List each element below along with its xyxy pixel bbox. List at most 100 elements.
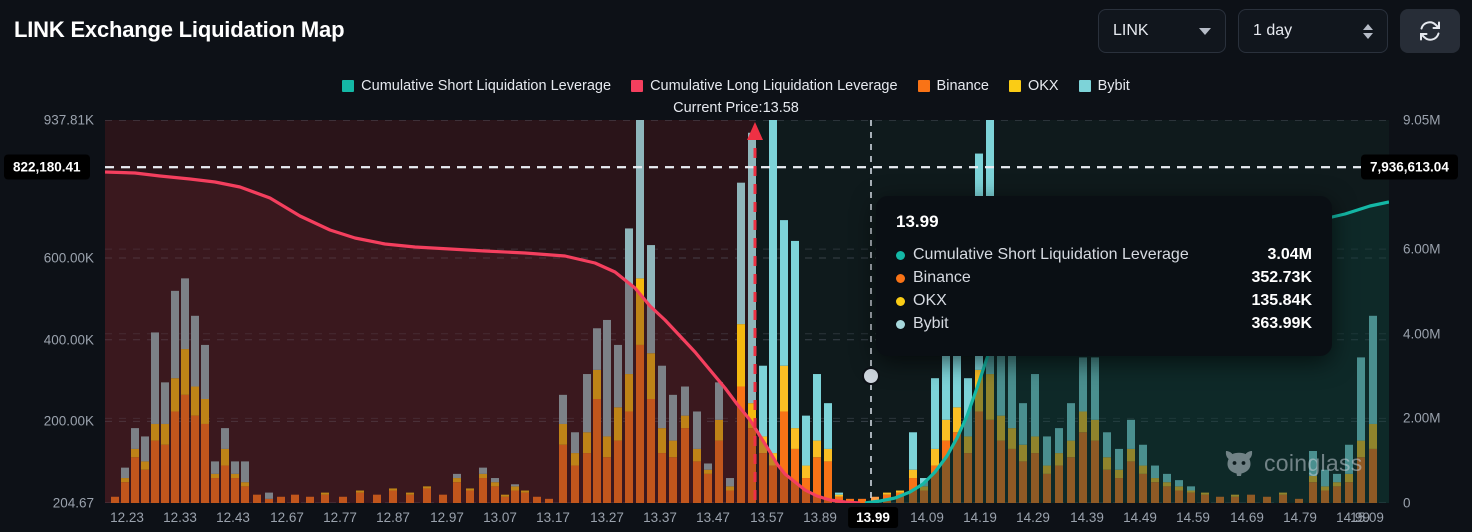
bar-segment-bybit[interactable] [658,365,666,429]
bar-segment-bybit[interactable] [241,461,249,483]
bar-segment-okx[interactable] [479,473,487,479]
bar-segment-okx[interactable] [181,349,189,395]
bar-segment-bybit[interactable] [171,290,179,379]
bar-segment-bybit[interactable] [453,473,461,479]
bar-segment-bybit[interactable] [201,344,209,399]
bar-segment-okx[interactable] [1151,478,1159,483]
bar-segment-binance[interactable] [306,496,314,503]
bar-segment-binance[interactable] [533,496,541,503]
bar-segment-okx[interactable] [1019,444,1027,462]
bar-segment-okx[interactable] [1345,473,1353,483]
bar-segment-okx[interactable] [780,365,788,412]
bar-segment-okx[interactable] [759,436,767,454]
bar-segment-bybit[interactable] [614,344,622,408]
bar-segment-binance[interactable] [614,440,622,503]
bar-segment-okx[interactable] [423,486,431,489]
bar-segment-bybit[interactable] [1043,436,1051,466]
legend-item-binance[interactable]: Binance [917,78,989,94]
bar-segment-binance[interactable] [253,494,261,503]
bar-segment-binance[interactable] [1019,461,1027,503]
bar-segment-okx[interactable] [647,353,655,399]
bar-segment-okx[interactable] [1369,423,1377,449]
bar-segment-binance[interactable] [813,457,821,503]
bar-segment-okx[interactable] [964,436,972,454]
bar-segment-bybit[interactable] [1151,465,1159,479]
bar-segment-okx[interactable] [909,469,917,479]
bar-segment-bybit[interactable] [964,378,972,437]
bar-segment-binance[interactable] [715,440,723,503]
stepper-down-icon[interactable] [1363,32,1373,39]
bar-segment-okx[interactable] [583,432,591,454]
bar-segment-bybit[interactable] [1031,374,1039,437]
bar-segment-bybit[interactable] [1345,444,1353,474]
bar-segment-binance[interactable] [1091,440,1099,503]
bar-segment-bybit[interactable] [813,374,821,441]
bar-segment-okx[interactable] [1079,411,1087,433]
bar-segment-okx[interactable] [466,488,474,491]
legend-item-cumulative-long-liquidation-leverage[interactable]: Cumulative Long Liquidation Leverage [631,78,898,94]
bar-segment-bybit[interactable] [726,478,734,487]
bar-segment-binance[interactable] [986,419,994,503]
bar-segment-binance[interactable] [1139,473,1147,503]
bar-segment-okx[interactable] [511,486,519,491]
bar-segment-okx[interactable] [141,461,149,470]
bar-segment-bybit[interactable] [1091,357,1099,420]
bar-segment-bybit[interactable] [221,428,229,449]
bar-segment-bybit[interactable] [669,394,677,441]
bar-segment-okx[interactable] [1279,492,1287,495]
legend-item-cumulative-short-liquidation-leverage[interactable]: Cumulative Short Liquidation Leverage [342,78,611,94]
bar-segment-bybit[interactable] [479,467,487,474]
bar-segment-binance[interactable] [501,496,509,503]
bar-segment-binance[interactable] [141,469,149,503]
bar-segment-binance[interactable] [1008,448,1016,503]
bar-segment-okx[interactable] [171,378,179,412]
bar-segment-okx[interactable] [211,473,219,479]
bar-segment-bybit[interactable] [1187,486,1195,491]
bar-segment-bybit[interactable] [780,220,788,366]
bar-segment-binance[interactable] [791,448,799,503]
bar-segment-binance[interactable] [1127,461,1135,503]
bar-segment-okx[interactable] [151,423,159,441]
bar-segment-bybit[interactable] [625,228,633,375]
bar-segment-okx[interactable] [521,490,529,493]
bar-segment-binance[interactable] [748,428,756,503]
bar-segment-bybit[interactable] [909,432,917,470]
bar-segment-okx[interactable] [1127,448,1135,462]
bar-segment-okx[interactable] [1333,482,1341,487]
bar-segment-bybit[interactable] [693,411,701,449]
bar-segment-okx[interactable] [1067,440,1075,458]
bar-segment-binance[interactable] [1357,457,1365,503]
bar-segment-binance[interactable] [997,440,1005,503]
bar-segment-binance[interactable] [593,399,601,503]
bar-segment-okx[interactable] [321,492,329,495]
bar-segment-binance[interactable] [975,411,983,503]
bar-segment-binance[interactable] [669,457,677,503]
bar-segment-okx[interactable] [726,486,734,491]
bar-segment-bybit[interactable] [715,382,723,420]
bar-segment-okx[interactable] [501,494,509,497]
bar-segment-binance[interactable] [265,498,273,503]
bar-segment-okx[interactable] [975,369,983,412]
bar-segment-okx[interactable] [1187,490,1195,493]
bar-segment-bybit[interactable] [1019,403,1027,445]
bar-segment-bybit[interactable] [1115,448,1123,470]
bar-segment-binance[interactable] [583,453,591,503]
bar-segment-binance[interactable] [603,457,611,503]
bar-segment-okx[interactable] [636,278,644,345]
bar-segment-binance[interactable] [1201,494,1209,503]
bar-segment-okx[interactable] [593,369,601,399]
bar-segment-binance[interactable] [121,482,129,503]
bar-segment-okx[interactable] [715,419,723,441]
bar-segment-bybit[interactable] [997,328,1005,416]
bar-segment-okx[interactable] [896,490,904,493]
bar-segment-binance[interactable] [356,492,364,503]
bar-segment-bybit[interactable] [647,245,655,354]
bar-segment-bybit[interactable] [636,120,644,279]
bar-segment-okx[interactable] [802,465,810,479]
bar-segment-binance[interactable] [231,478,239,503]
bar-segment-okx[interactable] [1031,436,1039,454]
bar-segment-okx[interactable] [737,324,745,387]
bar-segment-okx[interactable] [1357,440,1365,458]
bar-segment-bybit[interactable] [191,315,199,387]
bar-segment-binance[interactable] [658,453,666,503]
